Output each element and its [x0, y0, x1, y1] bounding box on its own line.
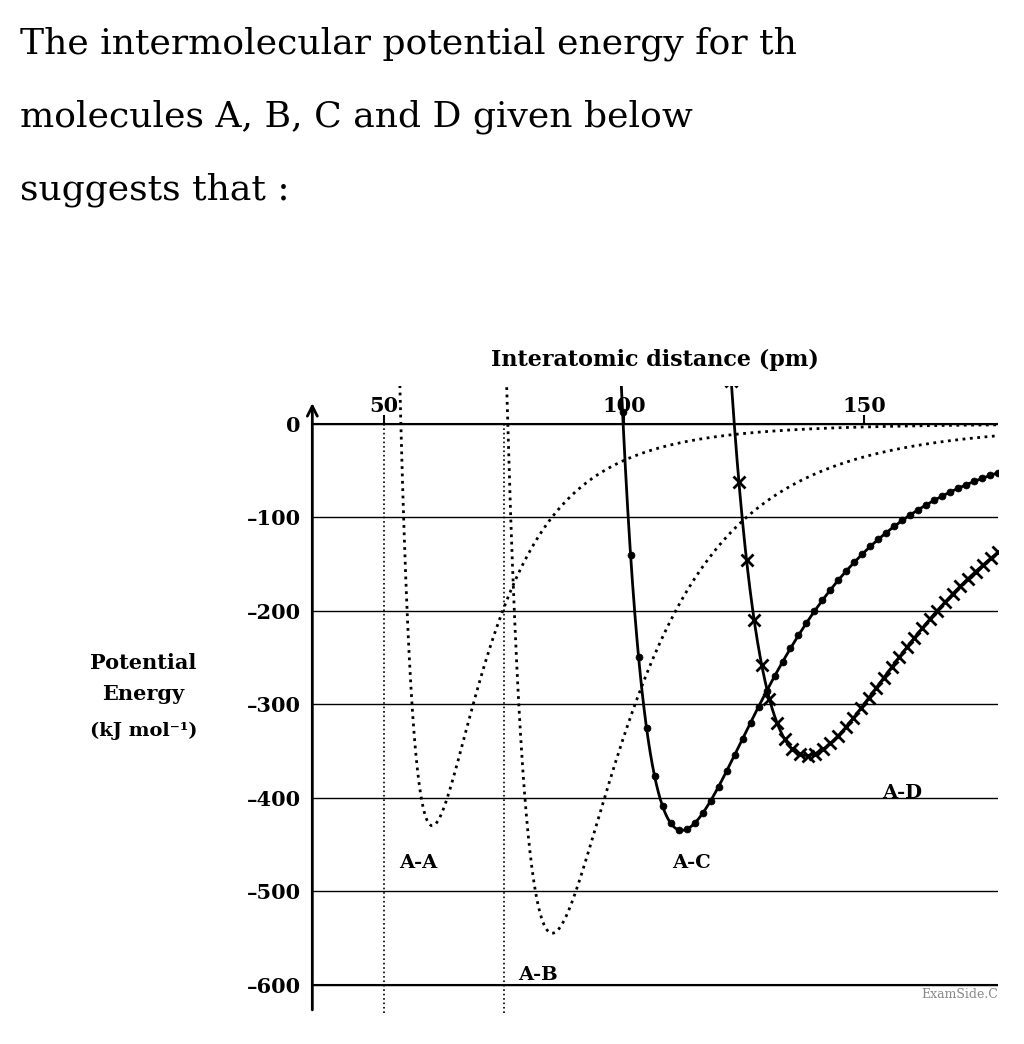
Text: 100: 100: [602, 396, 646, 417]
Text: molecules A, B, C and D given below: molecules A, B, C and D given below: [20, 99, 693, 134]
Text: A-D: A-D: [883, 784, 923, 802]
Text: Potential: Potential: [90, 652, 197, 673]
Text: Interatomic distance (pm): Interatomic distance (pm): [492, 349, 819, 371]
Text: A-C: A-C: [672, 854, 711, 872]
Text: suggests that :: suggests that :: [20, 172, 290, 207]
Text: Energy: Energy: [102, 684, 184, 705]
Text: The intermolecular potential energy for th: The intermolecular potential energy for …: [20, 26, 798, 61]
Text: ExamSide.C: ExamSide.C: [922, 989, 998, 1001]
Text: A-A: A-A: [398, 854, 437, 872]
Text: 150: 150: [842, 396, 886, 417]
Text: 50: 50: [370, 396, 399, 417]
Text: A-B: A-B: [518, 966, 558, 983]
Text: (kJ mol⁻¹): (kJ mol⁻¹): [90, 721, 197, 740]
